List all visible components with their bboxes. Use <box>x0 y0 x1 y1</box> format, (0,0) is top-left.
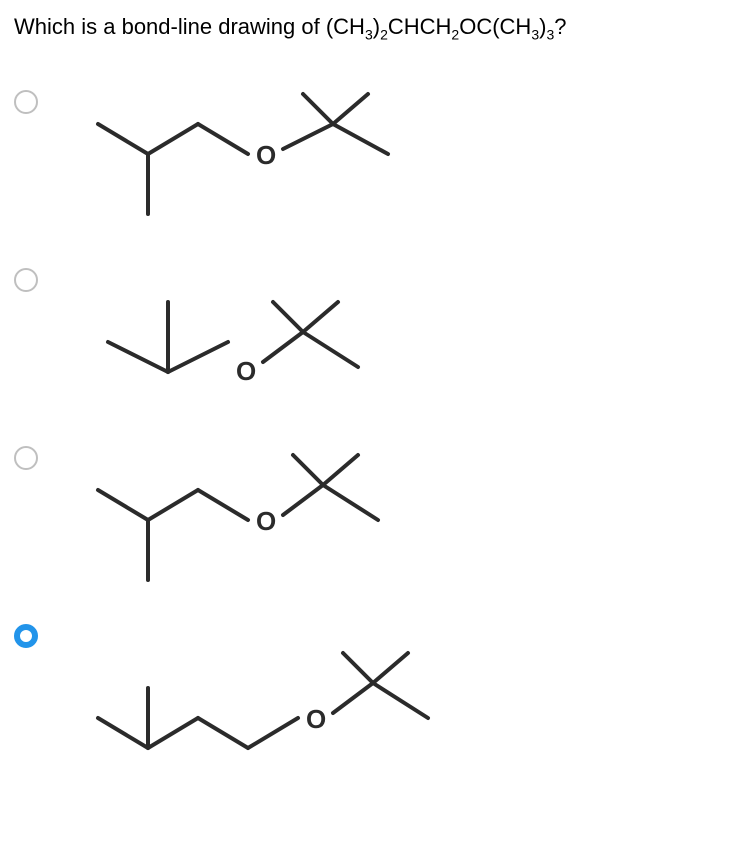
q-part: Which is a bond-line drawing of (CH <box>14 14 365 39</box>
option-c[interactable]: O <box>14 440 718 600</box>
oxygen-label: O <box>236 356 256 386</box>
question-text: Which is a bond-line drawing of (CH3)2CH… <box>14 12 718 44</box>
oxygen-label: O <box>306 704 326 734</box>
option-a[interactable]: O <box>14 84 718 244</box>
structure-diagram-d: O <box>78 618 438 778</box>
q-sub: 3 <box>531 26 539 42</box>
structure-diagram-b: O <box>78 262 438 422</box>
q-sub: 3 <box>365 26 373 42</box>
q-part: CHCH <box>388 14 452 39</box>
q-part: ? <box>554 14 566 39</box>
radio-option-c[interactable] <box>14 446 38 470</box>
option-d[interactable]: O <box>14 618 718 778</box>
oxygen-label: O <box>256 140 276 170</box>
q-sub: 2 <box>380 26 388 42</box>
radio-option-d[interactable] <box>14 624 38 648</box>
radio-option-a[interactable] <box>14 90 38 114</box>
q-part: OC(CH <box>459 14 531 39</box>
structure-diagram-c: O <box>78 440 438 600</box>
option-b[interactable]: O <box>14 262 718 422</box>
oxygen-label: O <box>256 506 276 536</box>
q-part: ) <box>373 14 380 39</box>
structure-diagram-a: O <box>78 84 438 244</box>
radio-option-b[interactable] <box>14 268 38 292</box>
options-list: O O O O <box>14 84 718 778</box>
